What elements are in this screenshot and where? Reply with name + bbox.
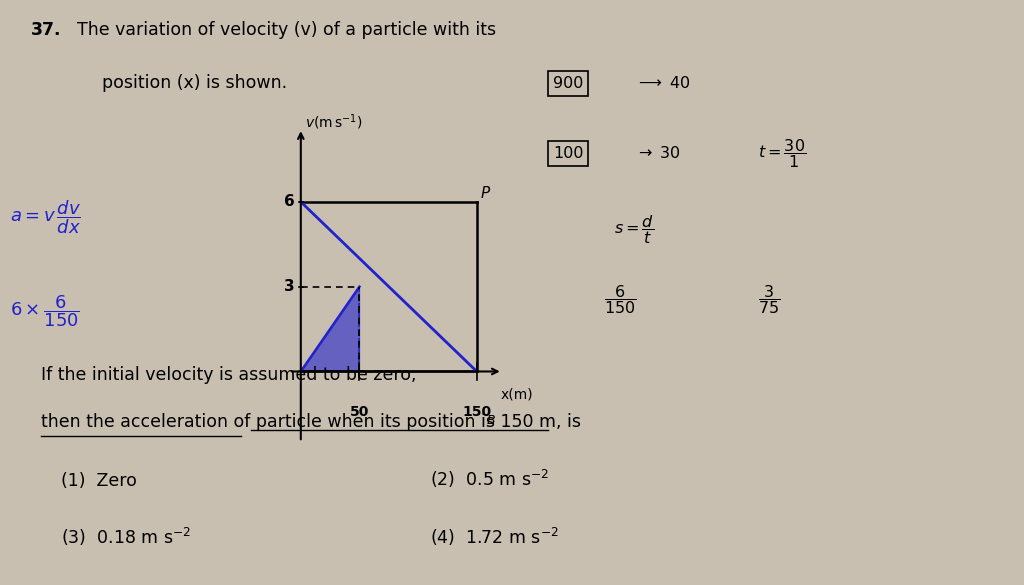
Text: $s = \dfrac{d}{t}$: $s = \dfrac{d}{t}$ xyxy=(614,213,654,246)
Text: $\dfrac{6}{150}$: $\dfrac{6}{150}$ xyxy=(604,283,637,316)
Text: (2)  0.5 m s$^{-2}$: (2) 0.5 m s$^{-2}$ xyxy=(430,467,549,490)
Text: P: P xyxy=(480,186,489,201)
Text: $v(\mathrm{m\,s}^{-1})$: $v(\mathrm{m\,s}^{-1})$ xyxy=(305,113,364,132)
Text: then the acceleration of particle when its position is 150 m, is: then the acceleration of particle when i… xyxy=(41,413,581,431)
Text: (4)  1.72 m s$^{-2}$: (4) 1.72 m s$^{-2}$ xyxy=(430,526,559,548)
Text: (3)  0.18 m s$^{-2}$: (3) 0.18 m s$^{-2}$ xyxy=(61,526,191,548)
Text: $\longrightarrow$ 40: $\longrightarrow$ 40 xyxy=(635,75,690,91)
Text: $\rightarrow$ 30: $\rightarrow$ 30 xyxy=(635,145,681,161)
Text: $t = \dfrac{30}{1}$: $t = \dfrac{30}{1}$ xyxy=(758,137,806,170)
Text: The variation of velocity (v) of a particle with its: The variation of velocity (v) of a parti… xyxy=(77,21,496,39)
Text: $6\times\dfrac{6}{150}$: $6\times\dfrac{6}{150}$ xyxy=(10,293,80,329)
Text: 3: 3 xyxy=(285,279,295,294)
Text: If the initial velocity is assumed to be zero,: If the initial velocity is assumed to be… xyxy=(41,366,417,384)
Text: $\dfrac{3}{75}$: $\dfrac{3}{75}$ xyxy=(758,283,780,316)
Text: $a = v\,\dfrac{dv}{dx}$: $a = v\,\dfrac{dv}{dx}$ xyxy=(10,199,81,236)
Text: 150: 150 xyxy=(462,405,492,419)
Text: x(m): x(m) xyxy=(501,387,532,401)
Polygon shape xyxy=(301,287,359,371)
Text: B: B xyxy=(486,414,496,427)
Text: 6: 6 xyxy=(285,194,295,209)
Text: 50: 50 xyxy=(350,405,370,419)
Text: (1)  Zero: (1) Zero xyxy=(61,472,137,490)
Text: 37.: 37. xyxy=(31,21,61,39)
Text: 100: 100 xyxy=(553,146,584,161)
Text: 900: 900 xyxy=(553,75,584,91)
Text: position (x) is shown.: position (x) is shown. xyxy=(102,74,288,92)
